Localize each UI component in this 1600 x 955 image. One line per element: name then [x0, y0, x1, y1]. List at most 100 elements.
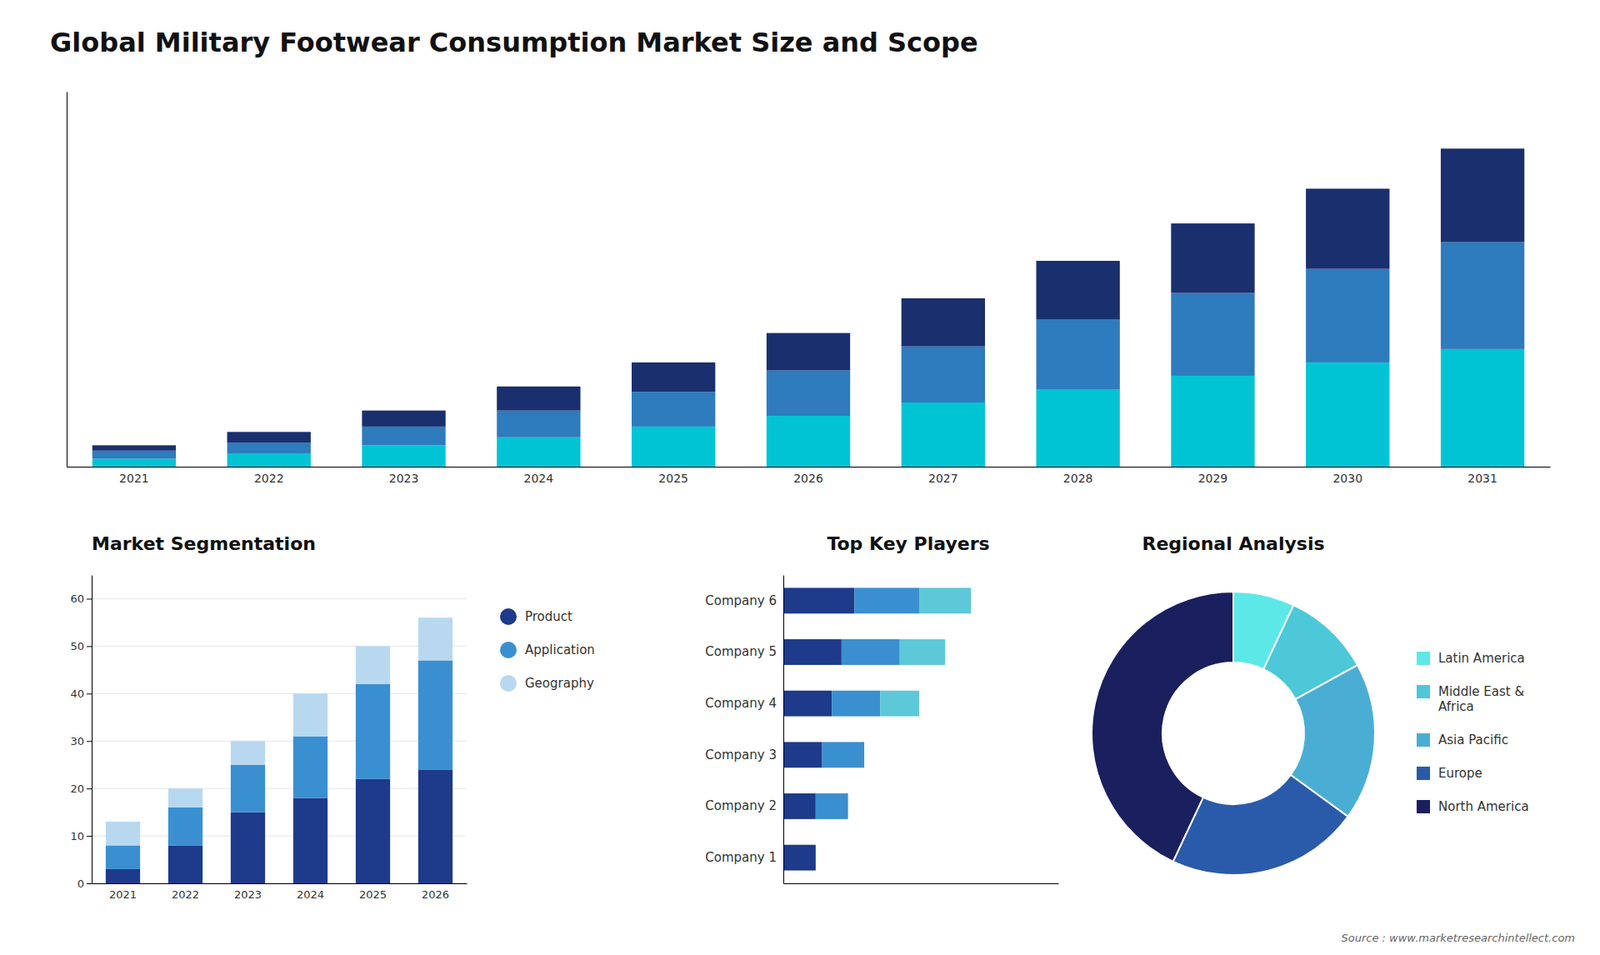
legend: ProductApplicationGeography — [500, 608, 595, 692]
bar — [361, 410, 445, 427]
bar — [230, 765, 265, 813]
bar — [864, 741, 865, 768]
tick-label: 2027 — [928, 471, 959, 485]
legend-label: North America — [1438, 799, 1530, 815]
bar — [1035, 389, 1120, 467]
bar — [766, 370, 850, 417]
bar — [168, 845, 203, 884]
bar — [815, 793, 849, 820]
axis-line — [783, 575, 785, 885]
bar — [355, 684, 390, 780]
bar — [293, 798, 328, 884]
bar — [783, 639, 842, 665]
tick-label: 2022 — [171, 888, 200, 901]
tick-mark — [86, 740, 92, 742]
legend-swatch — [1416, 800, 1430, 814]
tick-label: Company 4 — [705, 695, 777, 711]
bar — [854, 587, 920, 614]
bar — [168, 788, 203, 808]
grid-line — [91, 835, 467, 837]
bar — [822, 741, 865, 768]
tick-label: 2030 — [1332, 471, 1363, 485]
bar — [92, 445, 176, 450]
tick-label: 2024 — [524, 471, 555, 485]
tick-label: 2023 — [234, 888, 262, 901]
bar — [783, 741, 823, 768]
category-axis: 2021 2022 2023 2024 2025 2026 — [92, 884, 468, 902]
legend-item: Application — [500, 641, 595, 659]
bar — [880, 690, 920, 717]
bar — [631, 362, 715, 392]
tick: Company 3 — [705, 747, 777, 763]
tick-label: 10 — [70, 830, 85, 843]
axis-line — [66, 92, 68, 468]
tick: Company 6 — [705, 593, 777, 609]
bar — [293, 693, 328, 736]
bar — [361, 445, 445, 467]
tick-mark — [86, 645, 92, 647]
legend-label: Latin America — [1438, 650, 1525, 666]
bar — [293, 736, 328, 799]
tick-label: Company 2 — [705, 798, 777, 814]
tick-label: 2023 — [389, 471, 420, 485]
value-axis: 0102030405060 — [70, 575, 92, 890]
value-axis — [66, 92, 68, 468]
bar — [1305, 362, 1390, 467]
bar — [1170, 293, 1255, 376]
bar — [355, 645, 390, 685]
page-title: Global Military Footwear Consumption Mar… — [50, 26, 979, 59]
slice — [1173, 775, 1349, 875]
legend-item: North America — [1416, 799, 1530, 815]
bar — [1305, 188, 1390, 269]
bar — [1440, 349, 1525, 467]
tick-label: 50 — [70, 640, 85, 653]
bars — [92, 148, 1525, 467]
legend: Latin AmericaMiddle East &AfricaAsia Pac… — [1416, 650, 1530, 815]
bar — [1305, 269, 1390, 363]
tick-mark — [86, 598, 92, 600]
bar — [900, 639, 945, 665]
legend-swatch — [500, 675, 517, 692]
bar — [1170, 375, 1255, 467]
bar — [105, 821, 140, 845]
tick: 2027 — [928, 471, 959, 485]
tick: 0 — [77, 877, 92, 890]
bar — [783, 845, 816, 871]
bar — [901, 402, 985, 467]
legend-swatch — [500, 608, 517, 625]
tick: 40 — [70, 687, 92, 700]
tick-label: 2031 — [1467, 471, 1498, 485]
page: Global Military Footwear Consumption Mar… — [0, 0, 1600, 955]
tick-label: 2024 — [296, 888, 325, 901]
bars — [783, 587, 971, 870]
bar — [418, 660, 453, 770]
tick: Company 1 — [705, 850, 777, 865]
tick: 60 — [70, 592, 92, 605]
bar — [766, 333, 850, 371]
axis-line — [67, 466, 1551, 468]
bar — [1035, 260, 1120, 320]
tick: 20 — [70, 782, 92, 795]
axis-line — [784, 883, 1060, 885]
tick: 2021 — [109, 888, 137, 901]
bar — [230, 740, 265, 765]
bar — [230, 812, 265, 884]
tick: 2026 — [421, 888, 450, 901]
chart-title: Market Segmentation — [91, 533, 316, 555]
tick-label: 40 — [70, 687, 85, 700]
tick-label: 60 — [70, 592, 85, 605]
legend-swatch — [500, 641, 517, 659]
tick-label: 2026 — [421, 888, 450, 901]
legend-swatch — [1416, 733, 1430, 747]
grid — [91, 598, 467, 884]
bar — [496, 410, 580, 438]
tick-label: 20 — [70, 782, 85, 795]
slices — [1091, 591, 1375, 875]
bar — [901, 298, 985, 347]
bar — [227, 453, 311, 467]
tick-label: 2021 — [119, 471, 150, 485]
tick: 2025 — [359, 888, 387, 901]
tick-label: Company 5 — [705, 644, 777, 660]
axis-line — [92, 883, 468, 885]
tick-label: 2022 — [254, 471, 285, 485]
